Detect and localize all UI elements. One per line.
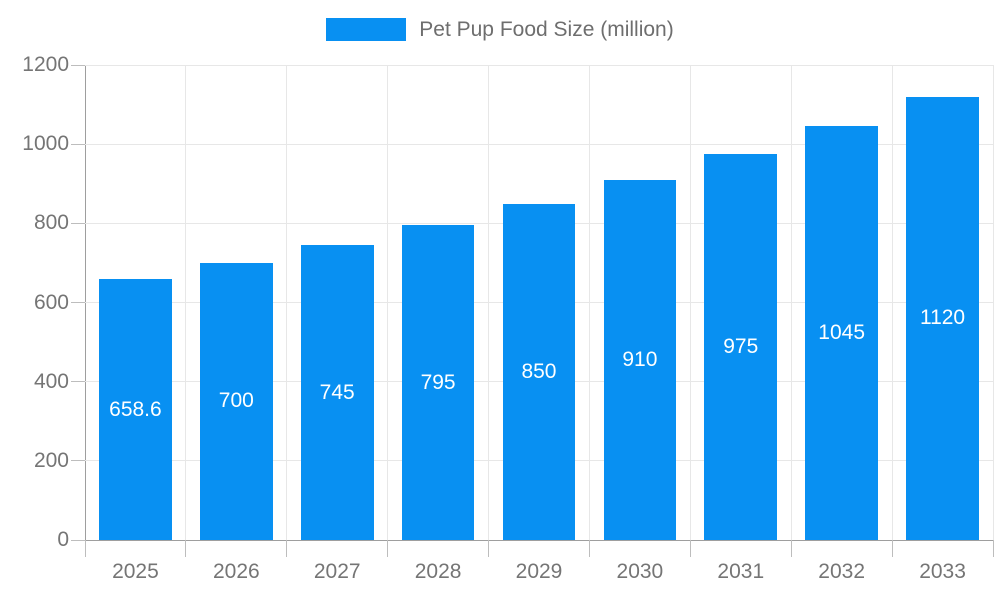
bar: 795 [401,225,475,540]
gridline-vertical [588,65,590,540]
bar: 745 [300,245,374,540]
bar: 975 [704,154,778,540]
gridline-vertical [387,65,389,540]
x-axis-tick [286,540,288,557]
x-axis-tick-label: 2026 [212,560,260,583]
bar: 1120 [906,96,979,540]
gridline-horizontal [85,143,993,145]
gridline-vertical [286,65,288,540]
x-axis-tick-label: 2032 [818,560,866,583]
x-axis-tick [185,540,187,557]
bar: 700 [200,262,273,540]
bar-value-label: 795 [420,370,456,394]
bar-value-label: 1120 [919,306,966,330]
x-axis-tick-label: 2031 [717,560,765,583]
y-axis-tick [71,222,85,224]
legend-label: Pet Pup Food Size (million) [419,18,674,41]
y-axis-tick-label: 400 [33,369,69,393]
bar-value-label: 850 [521,359,557,383]
gridline-vertical [185,65,187,540]
x-axis-tick-label: 2030 [616,560,664,583]
bar-value-label: 658.6 [109,397,162,421]
y-axis-tick-label: 200 [33,448,69,472]
y-axis-tick-label: 800 [33,211,69,235]
gridline-vertical [790,65,792,540]
x-axis-tick-label: 2028 [414,560,462,583]
bar-value-label: 975 [723,335,759,359]
bar: 1045 [805,126,878,540]
y-axis-tick [71,381,85,383]
y-axis-tick [71,302,85,303]
x-axis-tick [387,540,389,557]
gridline-vertical [689,65,691,540]
bar-value-label: 1045 [818,321,866,345]
x-axis-tick-label: 2025 [112,560,159,583]
y-axis-tick [71,143,85,145]
bar-value-label: 700 [218,389,254,413]
bar: 658.6 [99,279,172,540]
y-axis-tick [71,64,85,66]
bar: 910 [603,179,677,540]
y-axis-tick [71,460,85,462]
bar: 850 [502,203,576,540]
y-axis-tick-label: 1000 [22,132,69,156]
x-axis-tick-label: 2027 [313,560,361,583]
x-axis-tick [84,540,86,557]
gridline-horizontal [85,64,993,66]
y-axis-tick-label: 600 [33,290,69,314]
legend-swatch [326,18,407,41]
bar-value-label: 910 [622,347,658,371]
y-axis-tick-label: 1200 [22,53,69,76]
chart-legend[interactable]: Pet Pup Food Size (million) [0,18,1000,41]
x-axis-tick [488,540,490,557]
x-axis-tick [588,540,590,557]
gridline-vertical [891,65,893,540]
y-axis-tick [71,539,85,541]
y-axis-tick-label: 0 [57,528,69,551]
gridline-vertical [488,65,490,540]
bar-value-label: 745 [319,380,355,404]
gridline-vertical [992,65,994,540]
x-axis-tick [689,540,691,557]
x-axis-tick-label: 2033 [919,560,966,583]
x-axis-tick [992,540,994,557]
x-axis-tick-label: 2029 [515,560,563,583]
plot-area: 0 200 400 600 800 1000 1200 658.6 2025 700 2026 745… [22,53,994,583]
x-axis-tick [790,540,792,557]
x-axis-tick [891,540,893,557]
x-axis-line [85,540,993,541]
